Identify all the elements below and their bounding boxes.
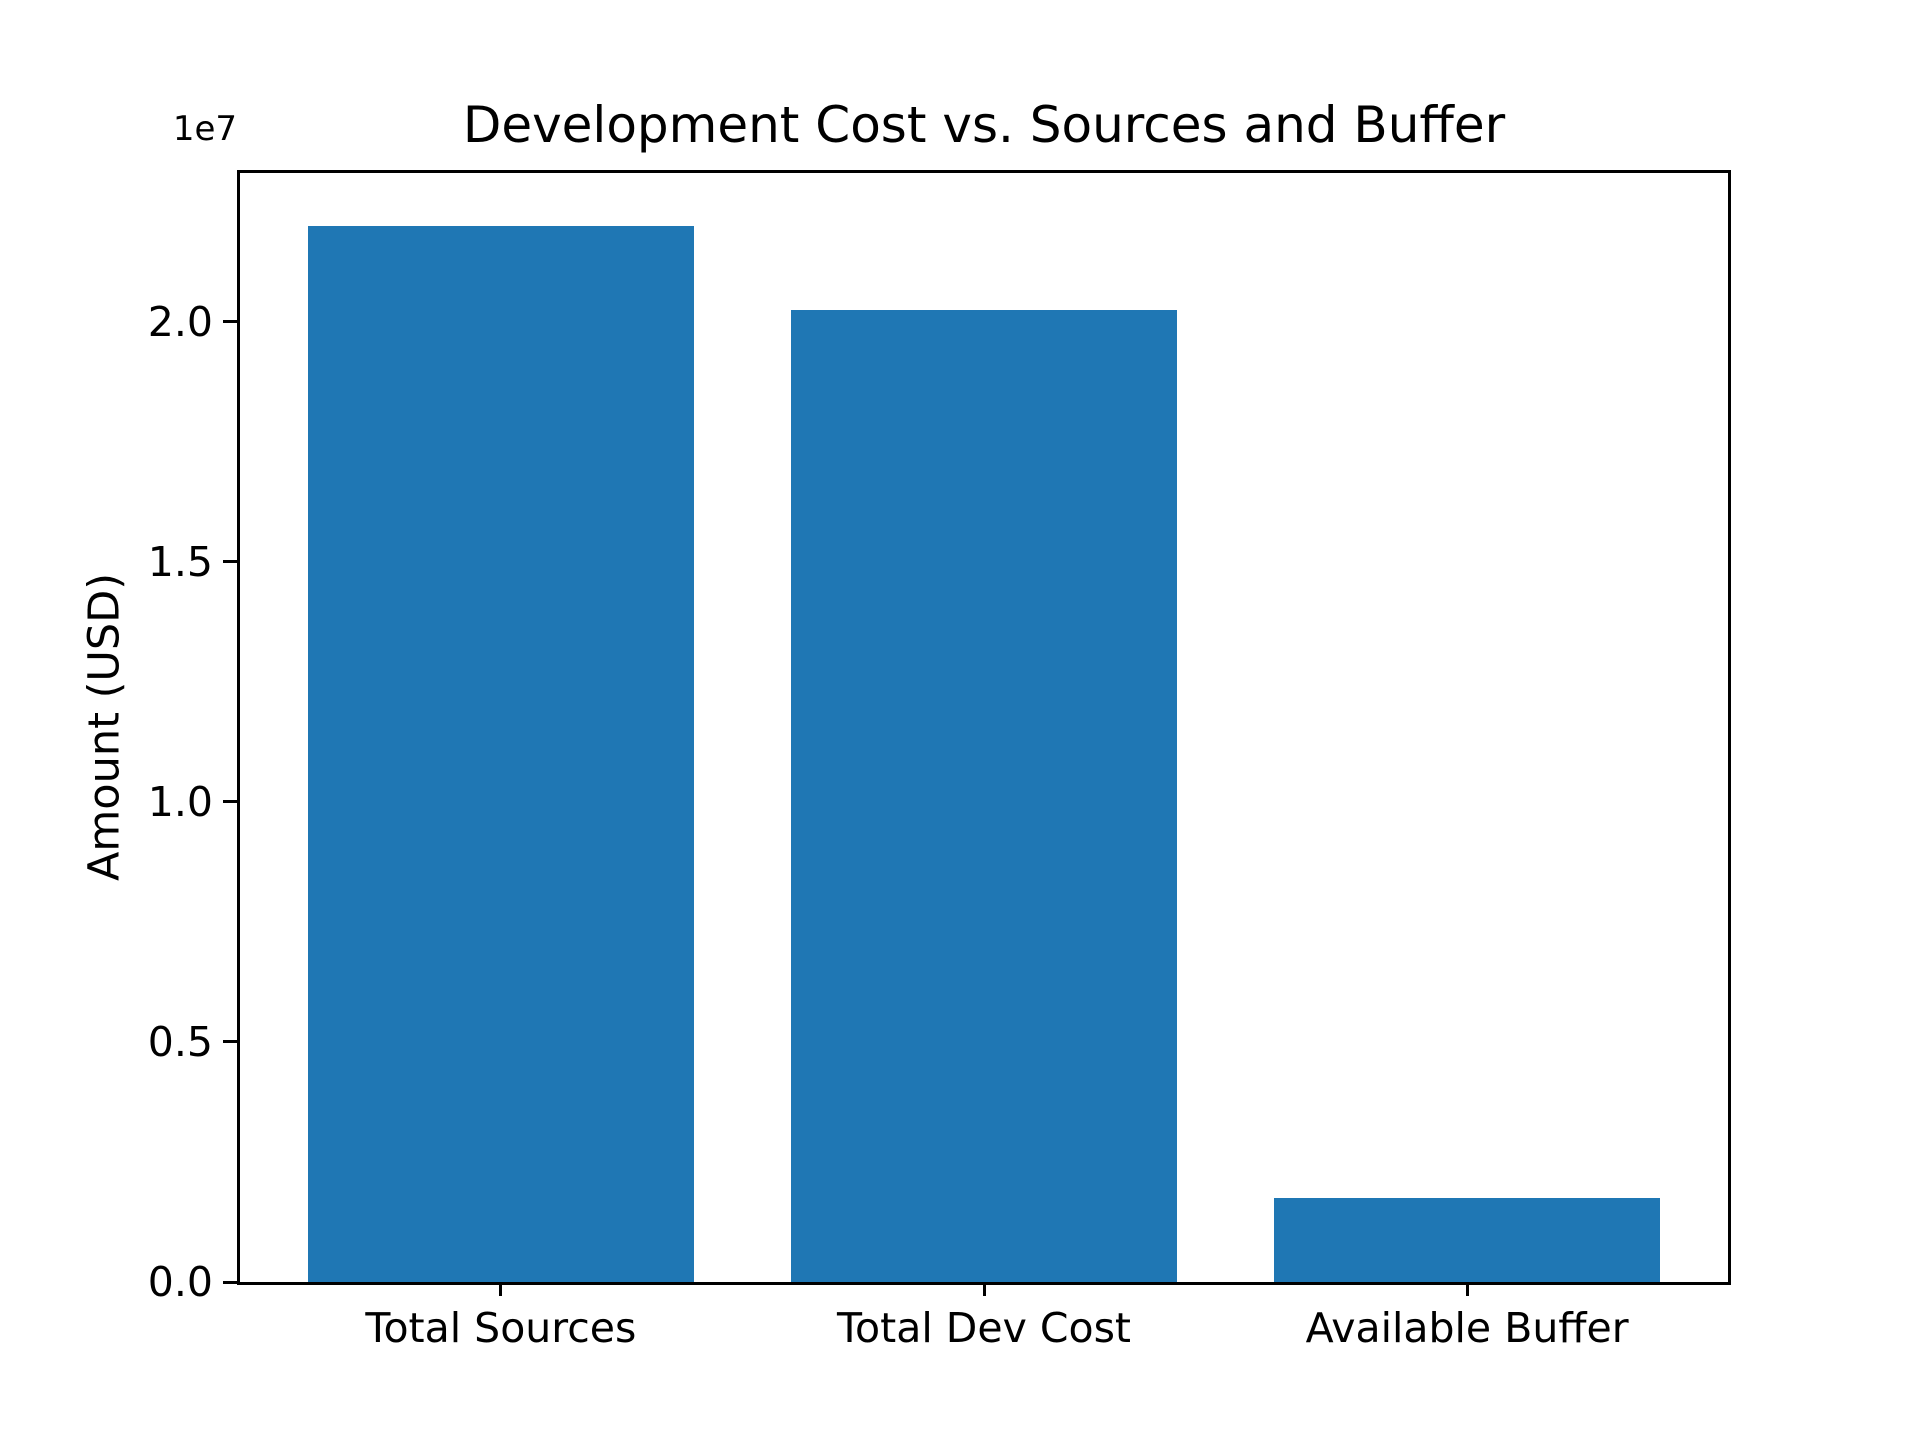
y-axis-offset-label: 1e7 xyxy=(172,109,237,149)
bar-total-dev-cost xyxy=(790,309,1178,1282)
x-tick-mark xyxy=(1465,1282,1469,1296)
y-axis-label: Amount (USD) xyxy=(79,572,130,882)
y-tick-mark xyxy=(223,800,237,804)
x-tick-mark xyxy=(499,1282,503,1296)
y-tick-label: 1.0 xyxy=(147,777,213,826)
bar-available-buffer xyxy=(1273,1198,1661,1282)
y-tick-label: 2.0 xyxy=(147,297,213,346)
y-tick-label: 0.5 xyxy=(147,1017,213,1066)
x-tick-label: Total Dev Cost xyxy=(836,1304,1132,1352)
y-tick-mark xyxy=(223,560,237,564)
y-tick-mark xyxy=(223,1280,237,1284)
x-tick-label: Available Buffer xyxy=(1305,1304,1629,1352)
y-tick-mark xyxy=(223,1040,237,1044)
bar-total-sources xyxy=(307,225,695,1282)
x-tick-label: Total Sources xyxy=(365,1304,637,1352)
chart-title: Development Cost vs. Sources and Buffer xyxy=(462,96,1506,154)
y-tick-label: 1.5 xyxy=(147,537,213,586)
plot-area xyxy=(237,170,1731,1285)
x-tick-mark xyxy=(982,1282,986,1296)
y-tick-label: 0.0 xyxy=(147,1258,213,1306)
y-tick-mark xyxy=(223,320,237,324)
